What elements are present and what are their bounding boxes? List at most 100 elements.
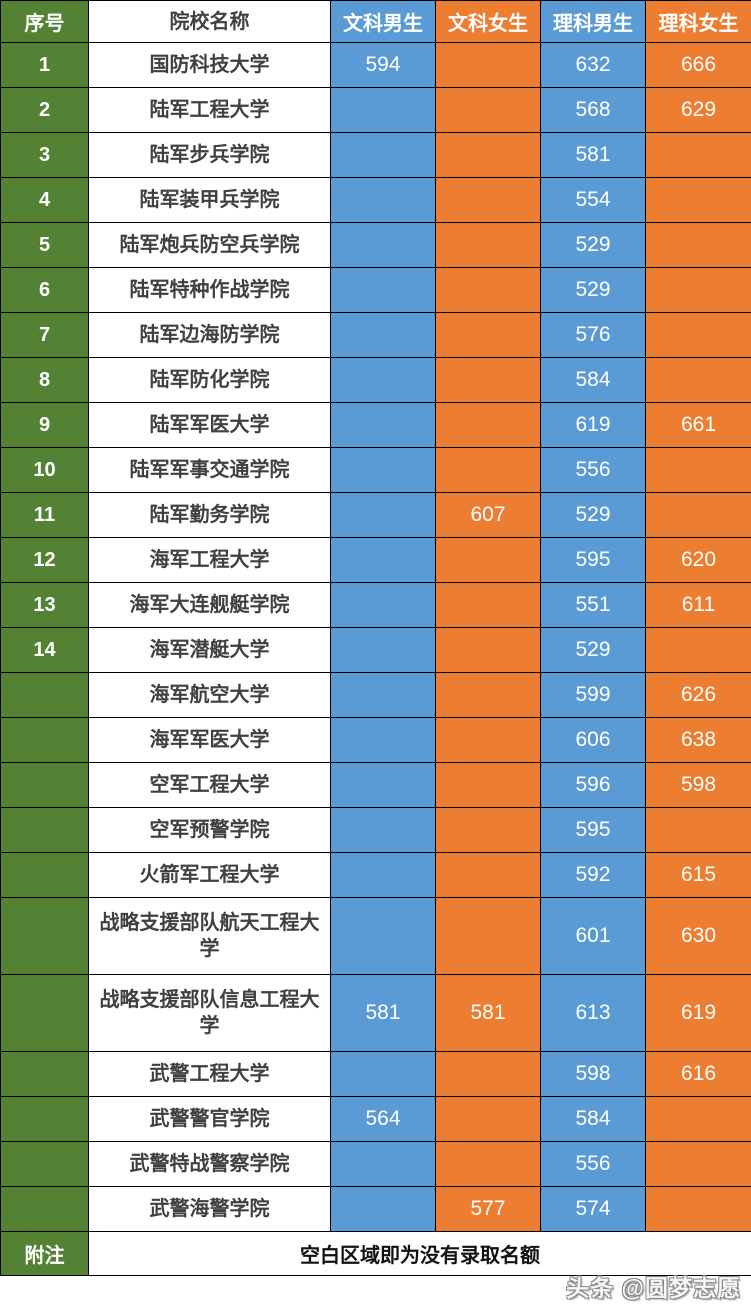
liberal-arts-female-score-cell [435, 537, 541, 583]
liberal-arts-female-score-cell [435, 627, 541, 673]
science-male-score-cell: 529 [540, 627, 646, 673]
liberal-arts-female-score-cell: 607 [435, 492, 541, 538]
school-row: 武警警官学院 564 584 [0, 1096, 751, 1142]
school-name-cell: 海军军医大学 [88, 717, 331, 763]
science-female-score-cell [645, 492, 751, 538]
serial-number-cell [0, 974, 89, 1052]
serial-number-cell: 6 [0, 267, 89, 313]
liberal-arts-male-score-cell [330, 537, 436, 583]
science-female-score-cell: 619 [645, 974, 751, 1052]
serial-number-cell: 4 [0, 177, 89, 223]
science-male-score-cell: 595 [540, 537, 646, 583]
school-row: 4 陆军装甲兵学院 554 [0, 177, 751, 223]
header-science-female: 理科女生 [645, 0, 751, 43]
school-row: 海军航空大学 599 626 [0, 672, 751, 718]
school-row: 战略支援部队信息工程大学 581 581 613 619 [0, 974, 751, 1052]
liberal-arts-female-score-cell [435, 402, 541, 448]
science-male-score-cell: 529 [540, 492, 646, 538]
school-name-cell: 武警警官学院 [88, 1096, 331, 1142]
science-male-score-cell: 601 [540, 897, 646, 975]
liberal-arts-female-score-cell [435, 177, 541, 223]
liberal-arts-female-score-cell [435, 582, 541, 628]
school-name-cell: 陆军军医大学 [88, 402, 331, 448]
school-row: 8 陆军防化学院 584 [0, 357, 751, 403]
serial-number-cell [0, 1096, 89, 1142]
school-row: 10 陆军军事交通学院 556 [0, 447, 751, 493]
school-name-cell: 空军预警学院 [88, 807, 331, 853]
science-female-score-cell: 666 [645, 42, 751, 88]
science-male-score-cell: 632 [540, 42, 646, 88]
science-female-score-cell [645, 1141, 751, 1187]
liberal-arts-male-score-cell [330, 447, 436, 493]
serial-number-cell [0, 672, 89, 718]
science-male-score-cell: 529 [540, 222, 646, 268]
science-male-score-cell: 592 [540, 852, 646, 898]
serial-number-cell: 5 [0, 222, 89, 268]
liberal-arts-male-score-cell [330, 132, 436, 178]
school-row: 6 陆军特种作战学院 529 [0, 267, 751, 313]
header-science-male: 理科男生 [540, 0, 646, 43]
school-name-cell: 战略支援部队航天工程大学 [88, 897, 331, 975]
science-male-score-cell: 606 [540, 717, 646, 763]
school-name-cell: 陆军工程大学 [88, 87, 331, 133]
liberal-arts-female-score-cell [435, 807, 541, 853]
school-name-cell: 陆军边海防学院 [88, 312, 331, 358]
serial-number-cell [0, 717, 89, 763]
science-male-score-cell: 556 [540, 1141, 646, 1187]
science-male-score-cell: 568 [540, 87, 646, 133]
liberal-arts-male-score-cell [330, 1186, 436, 1232]
science-female-score-cell: 611 [645, 582, 751, 628]
footnote-row: 附注 空白区域即为没有录取名额 [0, 1231, 751, 1276]
liberal-arts-male-score-cell [330, 897, 436, 975]
serial-number-cell [0, 1186, 89, 1232]
liberal-arts-male-score-cell [330, 177, 436, 223]
liberal-arts-male-score-cell [330, 672, 436, 718]
science-male-score-cell: 584 [540, 1096, 646, 1142]
liberal-arts-male-score-cell [330, 357, 436, 403]
science-female-score-cell: 638 [645, 717, 751, 763]
school-name-cell: 陆军炮兵防空兵学院 [88, 222, 331, 268]
school-row: 武警海警学院 577 574 [0, 1186, 751, 1232]
footnote-text: 空白区域即为没有录取名额 [88, 1231, 751, 1276]
school-name-cell: 海军航空大学 [88, 672, 331, 718]
science-female-score-cell [645, 1186, 751, 1232]
liberal-arts-female-score-cell [435, 357, 541, 403]
serial-number-cell: 10 [0, 447, 89, 493]
science-female-score-cell [645, 1096, 751, 1142]
serial-number-cell [0, 1141, 89, 1187]
school-row: 海军军医大学 606 638 [0, 717, 751, 763]
school-name-cell: 火箭军工程大学 [88, 852, 331, 898]
science-female-score-cell [645, 447, 751, 493]
liberal-arts-male-score-cell [330, 717, 436, 763]
liberal-arts-male-score-cell [330, 852, 436, 898]
science-female-score-cell: 615 [645, 852, 751, 898]
liberal-arts-male-score-cell [330, 267, 436, 313]
school-name-cell: 武警工程大学 [88, 1051, 331, 1097]
science-female-score-cell [645, 357, 751, 403]
science-female-score-cell [645, 267, 751, 313]
science-female-score-cell [645, 222, 751, 268]
science-female-score-cell [645, 177, 751, 223]
school-name-cell: 陆军特种作战学院 [88, 267, 331, 313]
school-row: 14 海军潜艇大学 529 [0, 627, 751, 673]
serial-number-cell: 8 [0, 357, 89, 403]
school-name-cell: 武警海警学院 [88, 1186, 331, 1232]
header-row: 序号 院校名称 文科男生 文科女生 理科男生 理科女生 [0, 0, 751, 43]
school-row: 武警工程大学 598 616 [0, 1051, 751, 1097]
science-female-score-cell: 598 [645, 762, 751, 808]
liberal-arts-male-score-cell [330, 222, 436, 268]
school-name-cell: 陆军军事交通学院 [88, 447, 331, 493]
header-serial-number: 序号 [0, 0, 89, 43]
header-school-name: 院校名称 [88, 0, 331, 43]
science-male-score-cell: 556 [540, 447, 646, 493]
liberal-arts-male-score-cell [330, 627, 436, 673]
liberal-arts-female-score-cell [435, 447, 541, 493]
science-male-score-cell: 595 [540, 807, 646, 853]
school-row: 空军预警学院 595 [0, 807, 751, 853]
school-row: 1 国防科技大学 594 632 666 [0, 42, 751, 88]
serial-number-cell [0, 897, 89, 975]
school-row: 2 陆军工程大学 568 629 [0, 87, 751, 133]
liberal-arts-male-score-cell [330, 402, 436, 448]
science-female-score-cell [645, 627, 751, 673]
liberal-arts-female-score-cell [435, 717, 541, 763]
